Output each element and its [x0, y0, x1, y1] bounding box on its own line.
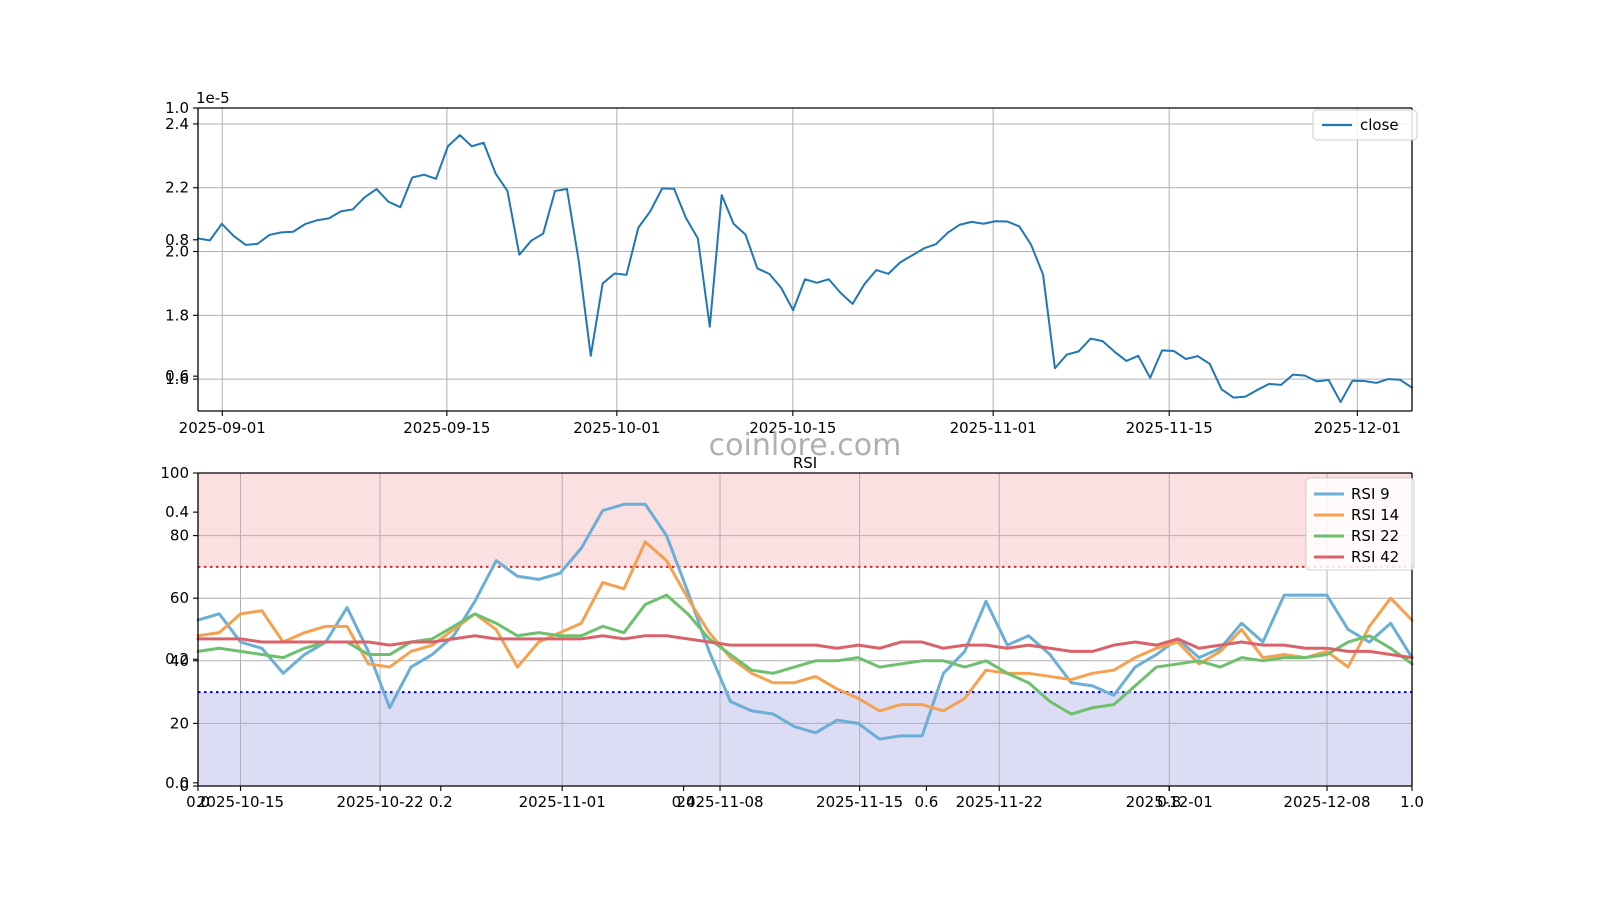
rsi-title: RSI: [793, 454, 817, 472]
price-x-tick: 2025-11-01: [950, 419, 1037, 437]
rsi-series-lines: [196, 502, 1414, 741]
rsi-y-tick-labels-secondary: 0.4 0.2 0.0: [165, 503, 198, 792]
price-plot-background: [198, 108, 1412, 411]
rsi-y-tick-labels: 100 80 60 40 20 0: [160, 464, 198, 795]
price-offset-text: 1e-5: [196, 89, 230, 107]
rsi-line-rsi14: [196, 540, 1414, 713]
rsi-x-tick: 2025-10-15: [197, 793, 284, 811]
rsi-line-rsi42: [196, 634, 1414, 660]
rsi-x-tick-secondary: 1.0: [1400, 793, 1424, 811]
price-x-tick-labels: 2025-09-01 2025-09-15 2025-10-01 2025-10-15…: [179, 411, 1401, 437]
price-gridlines: [198, 108, 1412, 411]
price-legend-box: [1312, 109, 1418, 141]
rsi-x-tick: 2025-12-01: [1126, 793, 1213, 811]
price-y-tick: 1.8: [165, 306, 189, 324]
watermark: coinlore.com: [709, 428, 902, 463]
overbought-band: [198, 473, 1412, 567]
price-series-lines: [197, 134, 1413, 404]
rsi-x-tick-labels: 2025-10-15 2025-10-22 2025-11-01 2025-11-08…: [197, 786, 1371, 811]
price-x-tick: 2025-12-01: [1314, 419, 1401, 437]
price-x-tick: 2025-09-01: [179, 419, 266, 437]
oversold-band: [198, 692, 1412, 786]
price-axes-spines: [197, 107, 1413, 412]
rsi-y-tick-secondary: 0.4: [165, 503, 189, 521]
rsi-y-tick: 80: [170, 527, 189, 545]
rsi-legend-label-rsi42: RSI 42: [1351, 548, 1399, 566]
price-y-tick: 1.6: [165, 370, 189, 388]
rsi-x-tick: 2025-11-01: [519, 793, 606, 811]
rsi-y-tick-secondary: 0.0: [165, 774, 189, 792]
price-y-tick-secondary: 1.0: [165, 99, 189, 117]
rsi-x-tick: 2025-11-22: [956, 793, 1043, 811]
price-y-tick-secondary: 0.8: [165, 231, 189, 249]
price-y-tick-labels: 2.4 2.2 2.0 1.8 1.6: [165, 115, 198, 388]
rsi-x-tick: 2025-10-22: [337, 793, 424, 811]
price-x-tick: 2025-10-15: [749, 419, 836, 437]
rsi-y-tick: 60: [170, 589, 189, 607]
rsi-x-tick-secondary: 0.6: [914, 793, 938, 811]
rsi-y-tick: 0: [179, 777, 189, 795]
rsi-x-tick: 2025-11-08: [676, 793, 763, 811]
rsi-y-tick: 100: [160, 464, 189, 482]
rsi-x-tick: 2025-11-15: [816, 793, 903, 811]
rsi-x-tick: 2025-12-08: [1283, 793, 1370, 811]
price-x-tick: 2025-10-01: [573, 419, 660, 437]
price-x-tick: 2025-11-15: [1126, 419, 1213, 437]
rsi-x-tick-secondary: 0.2: [429, 793, 453, 811]
rsi-legend-label-rsi14: RSI 14: [1351, 506, 1399, 524]
rsi-line-rsi9: [196, 502, 1414, 741]
price-legend-label-close: close: [1360, 116, 1399, 134]
rsi-legend[interactable]: RSI 9 RSI 14 RSI 22 RSI 42: [1305, 477, 1415, 571]
rsi-legend-label-rsi22: RSI 22: [1351, 527, 1399, 545]
rsi-x-tick-secondary: 0.8: [1157, 793, 1181, 811]
price-x-tick: 2025-09-15: [403, 419, 490, 437]
rsi-legend-label-rsi9: RSI 9: [1351, 485, 1390, 503]
rsi-legend-box: [1305, 477, 1415, 571]
price-y-tick: 2.4: [165, 115, 189, 133]
price-y-tick: 2.0: [165, 243, 189, 261]
rsi-y-tick: 40: [170, 652, 189, 670]
rsi-x-tick-labels-secondary: 0.0 0.2 0.4 0.6 0.8 1.0: [186, 786, 1424, 811]
price-panel: 2.42.22.01.81.6 1.00.80.6 2025-09-01 2025…: [165, 89, 1418, 437]
rsi-y-tick: 20: [170, 714, 189, 732]
price-y-tick-secondary: 0.6: [165, 367, 189, 385]
price-y-tick: 2.2: [165, 179, 189, 197]
rsi-x-tick-secondary: 0.4: [672, 793, 696, 811]
rsi-line-rsi22: [196, 593, 1414, 716]
price-y-tick-labels-secondary: 1.0 0.8 0.6: [165, 99, 198, 385]
price-legend[interactable]: close: [1312, 109, 1418, 141]
rsi-x-tick-secondary: 0.0: [186, 793, 210, 811]
rsi-y-tick-secondary: 0.2: [165, 650, 189, 668]
